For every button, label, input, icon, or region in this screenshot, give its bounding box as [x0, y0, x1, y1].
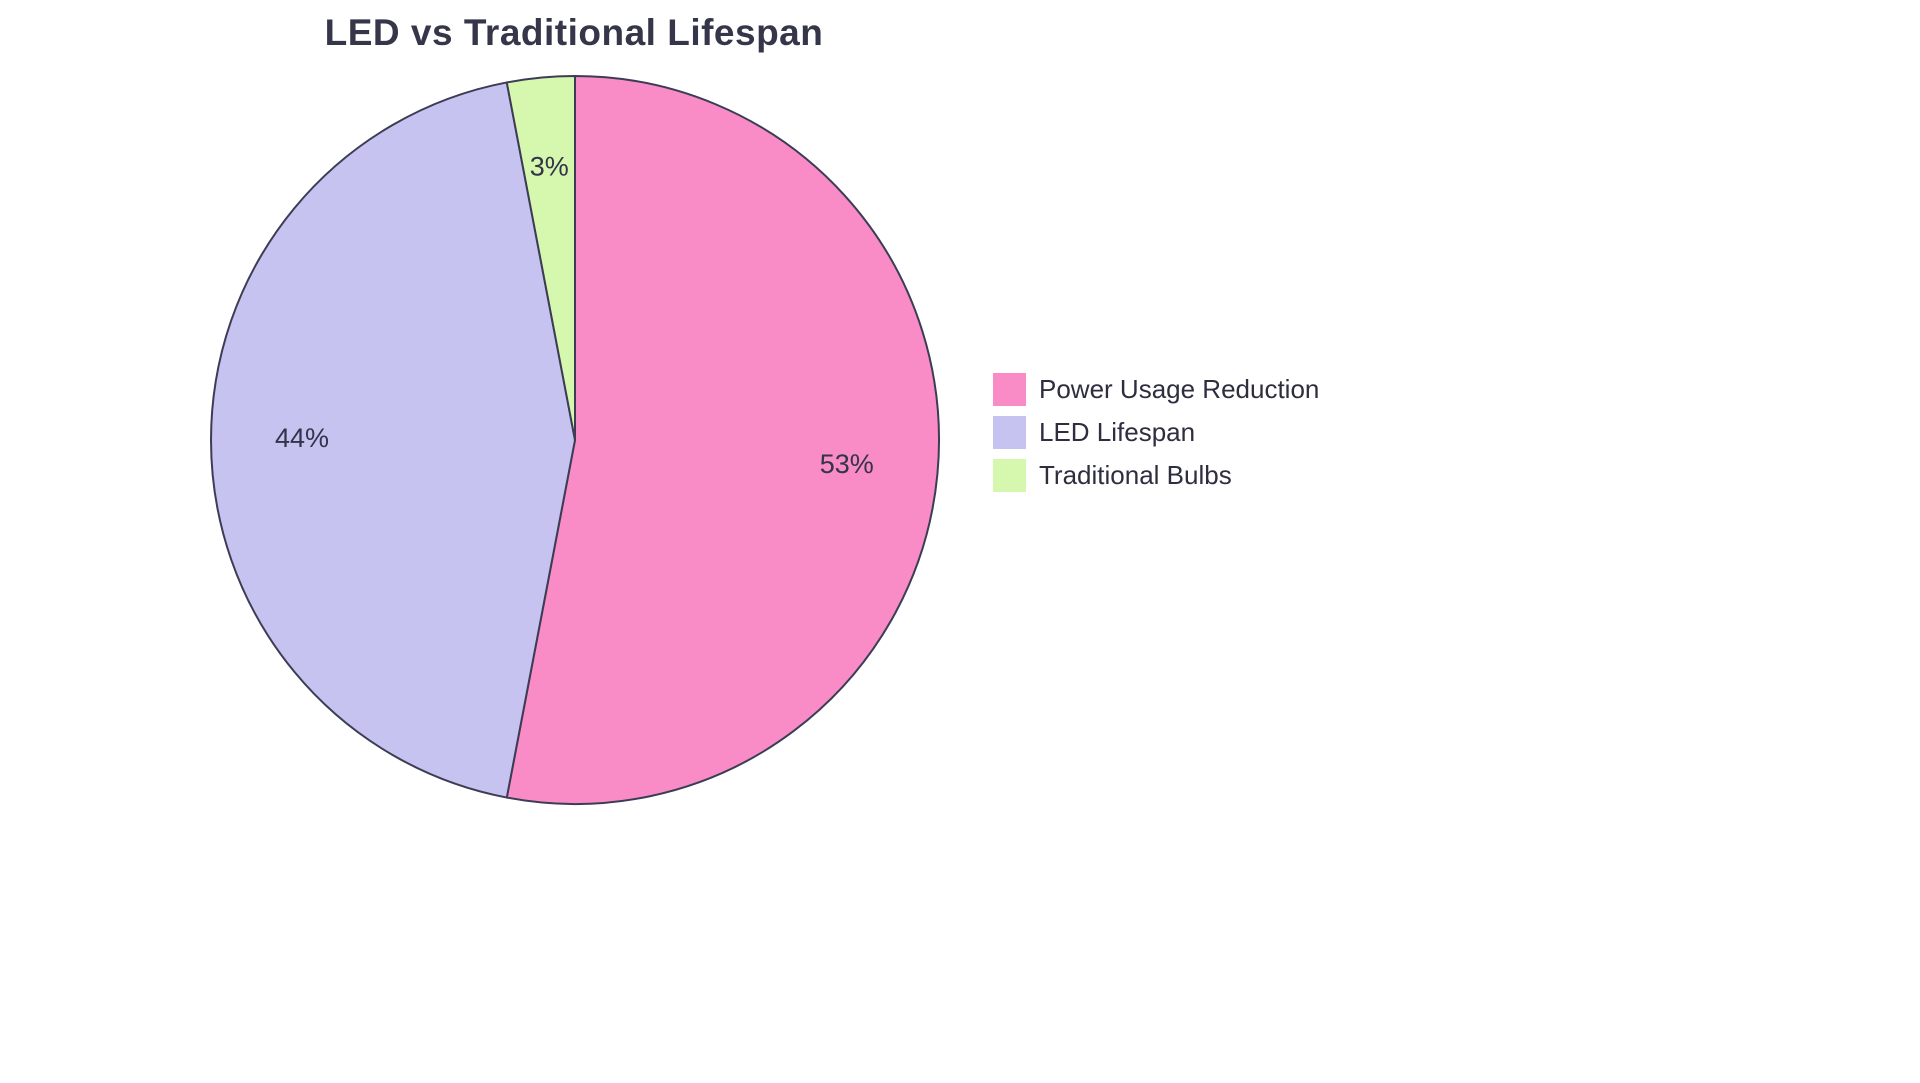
legend-item: LED Lifespan	[993, 416, 1319, 449]
slice-percent-label: 44%	[275, 423, 329, 453]
pie-slice-traditional-bulbs	[505, 75, 576, 441]
chart-title: LED vs Traditional Lifespan	[324, 12, 824, 53]
legend-swatch	[993, 416, 1026, 449]
legend-swatch	[993, 459, 1026, 492]
legend-swatch	[993, 373, 1026, 406]
legend: Power Usage Reduction LED Lifespan Traditi…	[993, 373, 1319, 492]
pie-slice-led-lifespan	[210, 81, 576, 799]
legend-item: Power Usage Reduction	[993, 373, 1319, 406]
legend-label: Power Usage Reduction	[1039, 374, 1320, 404]
slice-percent-label: 53%	[820, 449, 874, 479]
legend-label: LED Lifespan	[1039, 417, 1196, 447]
pie-slice-power-usage-reduction	[505, 75, 940, 805]
legend-label: Traditional Bulbs	[1039, 460, 1232, 490]
legend-item: Traditional Bulbs	[993, 459, 1319, 492]
slice-percent-label: 3%	[530, 151, 569, 181]
